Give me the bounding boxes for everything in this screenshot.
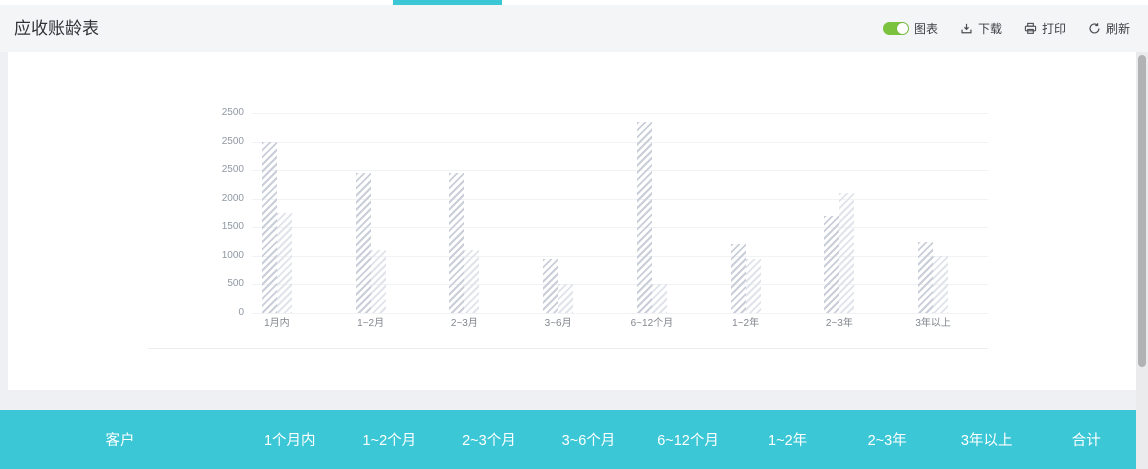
y-axis-tick-label: 2500 (221, 164, 244, 176)
table-header-cell: 6~12个月 (657, 433, 719, 449)
refresh-button[interactable]: 刷新 (1088, 20, 1130, 37)
chart-divider (148, 348, 988, 349)
top-accent-bar (393, 0, 502, 5)
print-button[interactable]: 打印 (1024, 20, 1066, 37)
y-axis-tick-label: 2000 (221, 192, 244, 204)
aging-chart: 0 500 1000 1500 2000 2500 2500 2500 1月内 1~2月 2~3月 3… (8, 52, 1136, 390)
print-label: 打印 (1041, 22, 1066, 36)
scrollbar[interactable] (1136, 52, 1148, 469)
bar-series-1 (449, 173, 465, 313)
download-label: 下载 (977, 22, 1002, 36)
bar-series-1 (261, 141, 277, 313)
y-axis-tick-label: 500 (227, 278, 244, 290)
x-axis-label: 1~2月 (357, 318, 385, 329)
table-header-cell: 1个月内 (263, 433, 316, 449)
x-axis-label: 6~12个月 (630, 318, 674, 329)
bar-series-1 (824, 215, 840, 313)
y-axis-tick-label: 2500 (221, 135, 244, 147)
refresh-icon (1088, 22, 1101, 35)
gridline (252, 141, 988, 143)
bar-series-1 (543, 258, 559, 313)
y-axis-tick-label: 2500 (221, 107, 244, 118)
page-title: 应收账龄表 (14, 19, 99, 38)
table-header-cell: 1~2年 (768, 433, 808, 449)
bar-series-2 (651, 284, 667, 313)
gridline (252, 313, 988, 314)
chart-view-toggle[interactable] (882, 22, 909, 35)
table-header-cell: 3~6个月 (561, 433, 616, 449)
content-card: 0 500 1000 1500 2000 2500 2500 2500 1月内 1~2月 2~3月 3… (8, 52, 1136, 390)
bar-series-2 (276, 213, 292, 313)
gridline (252, 198, 988, 200)
bar-series-2 (370, 250, 386, 313)
bar-series-2 (745, 258, 761, 313)
x-axis-label: 1~2年 (732, 318, 760, 329)
bar-series-2 (464, 250, 480, 313)
bar-series-2 (839, 193, 855, 313)
chart-toggle-label: 图表 (913, 22, 938, 36)
bar-series-1 (918, 241, 934, 313)
y-axis-tick-label: 1500 (221, 221, 244, 233)
bar-series-2 (933, 255, 949, 313)
bar-series-1 (636, 121, 652, 313)
gridline (252, 170, 988, 172)
table-header-cell: 2~3个月 (462, 433, 516, 449)
y-axis-tick-label: 0 (238, 307, 244, 318)
gridline (252, 255, 988, 257)
table-header-cell: 3年以上 (960, 433, 1013, 449)
gridline (252, 113, 988, 114)
x-axis-label: 1月内 (264, 318, 290, 329)
bar-series-2 (558, 284, 574, 313)
chart-toggle-group: 图表 (882, 20, 938, 37)
bar-series-1 (355, 173, 371, 313)
table-header: 客户 1个月内 1~2个月 2~3个月 3~6个月 6~12个月 1~2年 2~3年 3年以上 合… (0, 410, 1136, 469)
toolbar: 图表 下载 (882, 5, 1130, 52)
printer-icon (1024, 22, 1037, 35)
x-axis-label: 3~6月 (544, 318, 572, 329)
gridline (252, 284, 988, 286)
x-axis-label: 2~3月 (450, 318, 478, 329)
top-strip (0, 0, 1148, 5)
refresh-label: 刷新 (1105, 22, 1130, 36)
table-header-cell: 客户 (105, 433, 135, 449)
bar-series-1 (730, 244, 746, 313)
table-header-cell: 合计 (1071, 433, 1101, 449)
x-axis-label: 2~3年 (825, 318, 853, 329)
x-axis-label: 3年以上 (915, 318, 951, 329)
table-header-cell: 2~3年 (867, 433, 907, 449)
y-axis-tick-label: 1000 (221, 249, 244, 261)
gridline (252, 227, 988, 229)
scrollbar-thumb[interactable] (1138, 55, 1146, 367)
page-header: 应收账龄表 图表 下载 (0, 5, 1148, 52)
toggle-knob (896, 23, 908, 34)
download-button[interactable]: 下载 (960, 20, 1002, 37)
download-icon (960, 22, 973, 35)
table-header-cell: 1~2个月 (362, 433, 417, 449)
